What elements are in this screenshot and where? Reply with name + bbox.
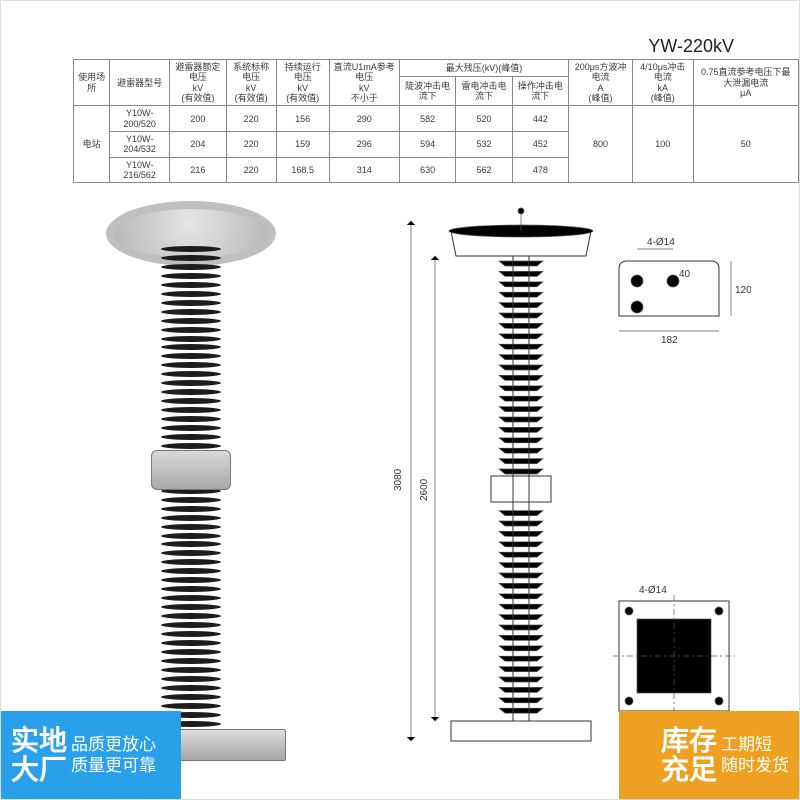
cell: 582	[399, 106, 455, 132]
hole-note-top: 4-Ø14	[647, 237, 675, 248]
product-photo	[71, 201, 311, 761]
cell: 562	[456, 157, 512, 183]
badge-left-sub: 品质更放心质量更可靠	[71, 734, 156, 777]
drawing-svg: 3080 2600 4-Ø14 182	[391, 201, 751, 761]
cell: 100	[633, 106, 693, 183]
cell: 200	[170, 106, 226, 132]
table-header-row-1: 使用场所 避雷器型号 避雷器额定电压kV(有效值) 系统标称电压kV(有效值) …	[74, 60, 799, 77]
badge-right-sub: 工期短随时发货	[721, 734, 789, 777]
insulator-outline-icon	[449, 208, 593, 741]
th-impulse-current: 4/10μs冲击电流kA(峰值)	[633, 60, 693, 106]
dim-bracket-w: 182	[661, 335, 678, 346]
cell: 630	[399, 157, 455, 183]
page: YW-220kV 使用场所 避雷器型号 避雷器额定电压kV(有效值) 系统标称电…	[0, 0, 800, 800]
th-model: 避雷器型号	[110, 60, 170, 106]
cell: 290	[329, 106, 399, 132]
th-max-residual: 最大残压(kV)(峰值)	[399, 60, 568, 77]
cell: 156	[276, 106, 329, 132]
badge-left-title: 实地大厂	[11, 726, 67, 785]
cell: 296	[329, 132, 399, 158]
th-use: 使用场所	[74, 60, 110, 106]
th-switching: 操作冲击电流下	[512, 77, 568, 106]
cell: 800	[569, 106, 633, 183]
cell: 220	[226, 157, 276, 183]
dim-bracket-h: 120	[735, 285, 751, 296]
insulator-stack-icon	[161, 246, 221, 736]
th-square-wave: 200μs方波冲电流A(峰值)	[569, 60, 633, 106]
product-title: YW-220kV	[648, 36, 734, 57]
spec-table: 使用场所 避雷器型号 避雷器额定电压kV(有效值) 系统标称电压kV(有效值) …	[73, 59, 799, 183]
th-lightning: 雷电冲击电流下	[456, 77, 512, 106]
hole-note-bottom: 4-Ø14	[639, 585, 667, 596]
dim-inner-height: 2600	[419, 256, 439, 721]
table-body: 电站 Y10W-200/520 200 220 156 290 582 520 …	[74, 106, 799, 183]
cell: Y10W-204/532	[110, 132, 170, 158]
cell-use: 电站	[74, 106, 110, 183]
badge-left: 实地大厂 品质更放心质量更可靠	[1, 711, 181, 799]
cell: 204	[170, 132, 226, 158]
cell: 168.5	[276, 157, 329, 183]
th-leakage-current: 0.75直流参考电压下最大泄漏电流μA	[693, 60, 799, 106]
cell: Y10W-216/562	[110, 157, 170, 183]
dim-overall-height-label: 3080	[393, 468, 404, 491]
cell: Y10W-200/520	[110, 106, 170, 132]
bracket-detail-top: 4-Ø14 182 120 40	[619, 237, 751, 346]
cell: 478	[512, 157, 568, 183]
badge-right: 库存充足 工期短随时发货	[619, 711, 799, 799]
cell: 520	[456, 106, 512, 132]
th-dc-ref-voltage: 直流U1mA参考电压kV不小于	[329, 60, 399, 106]
baseplate-detail: 4-Ø14	[613, 585, 735, 717]
dim-hole-offset: 40	[679, 269, 691, 280]
table-row: 电站 Y10W-200/520 200 220 156 290 582 520 …	[74, 106, 799, 132]
cell: 532	[456, 132, 512, 158]
cell: 220	[226, 132, 276, 158]
cell: 159	[276, 132, 329, 158]
dim-overall-height: 3080	[393, 221, 415, 741]
dim-inner-height-label: 2600	[419, 478, 430, 501]
th-steep-wave: 陡波冲击电流下	[399, 77, 455, 106]
cell: 216	[170, 157, 226, 183]
cell: 594	[399, 132, 455, 158]
cell: 452	[512, 132, 568, 158]
mid-clamp-icon	[151, 450, 231, 490]
badge-right-title: 库存充足	[661, 726, 717, 785]
th-system-voltage: 系统标称电压kV(有效值)	[226, 60, 276, 106]
th-continuous-voltage: 持续运行电压kV(有效值)	[276, 60, 329, 106]
cell: 442	[512, 106, 568, 132]
cell: 50	[693, 106, 799, 183]
th-rated-voltage: 避雷器额定电压kV(有效值)	[170, 60, 226, 106]
cell: 314	[329, 157, 399, 183]
cell: 220	[226, 106, 276, 132]
engineering-drawing: 3080 2600 4-Ø14 182	[391, 201, 751, 761]
